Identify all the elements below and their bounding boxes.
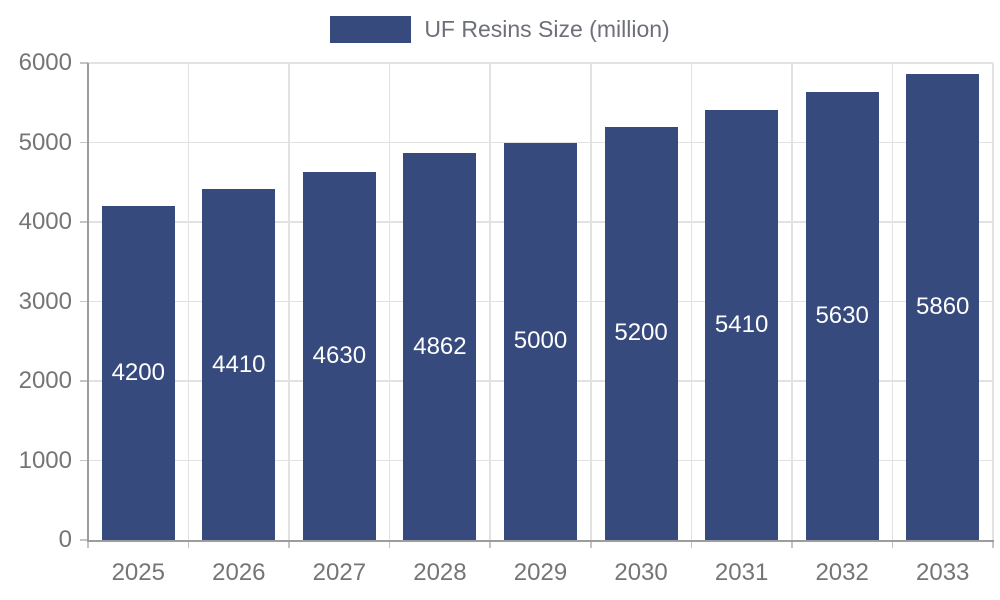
legend-label: UF Resins Size (million) bbox=[424, 16, 670, 42]
gridline-vertical bbox=[187, 63, 190, 540]
gridline-vertical bbox=[388, 63, 391, 540]
bar-value-label: 4862 bbox=[413, 332, 467, 360]
y-axis-label: 1000 bbox=[18, 446, 72, 474]
bar-value-label: 5860 bbox=[916, 293, 970, 321]
x-axis-line bbox=[87, 540, 994, 542]
bar-value-label: 5630 bbox=[815, 302, 869, 330]
bar-value-label: 5410 bbox=[714, 310, 769, 338]
x-axis-tick bbox=[891, 540, 894, 548]
x-axis-tick bbox=[87, 540, 89, 548]
bar-2025[interactable]: 4200 bbox=[101, 206, 175, 540]
gridline-horizontal bbox=[88, 62, 993, 64]
x-axis-tick bbox=[489, 540, 491, 548]
bar-2027[interactable]: 4630 bbox=[302, 171, 376, 540]
x-axis-label: 2029 bbox=[513, 559, 568, 586]
bar-value-label: 4200 bbox=[111, 359, 165, 387]
x-axis-label: 2031 bbox=[714, 559, 769, 586]
gridline-vertical bbox=[791, 63, 793, 540]
bar-2026[interactable]: 4410 bbox=[202, 189, 276, 540]
gridline-vertical bbox=[288, 63, 290, 540]
y-axis-label: 6000 bbox=[18, 49, 72, 76]
y-axis-tick bbox=[80, 380, 88, 382]
gridline-vertical bbox=[992, 63, 994, 540]
y-axis-tick bbox=[80, 300, 88, 303]
bar-value-label: 4410 bbox=[212, 350, 266, 378]
x-axis-tick bbox=[690, 540, 693, 548]
y-axis-tick bbox=[80, 62, 88, 64]
legend-swatch bbox=[330, 16, 412, 43]
x-axis-label: 2026 bbox=[212, 559, 266, 586]
legend[interactable]: UF Resins Size (million) bbox=[0, 16, 1000, 43]
bar-value-label: 5200 bbox=[614, 319, 668, 347]
x-axis-tick bbox=[590, 540, 592, 548]
bar-value-label: 4630 bbox=[312, 341, 367, 369]
x-axis-tick bbox=[388, 540, 391, 548]
x-axis-label: 2032 bbox=[815, 559, 869, 586]
x-axis-tick bbox=[288, 540, 290, 548]
gridline-vertical bbox=[690, 63, 693, 540]
bar-2031[interactable]: 5410 bbox=[705, 109, 779, 540]
bar-2032[interactable]: 5630 bbox=[805, 92, 879, 540]
x-axis-tick bbox=[791, 540, 793, 548]
y-axis-label: 0 bbox=[58, 526, 72, 553]
bar-2030[interactable]: 5200 bbox=[604, 126, 678, 540]
gridline-vertical bbox=[891, 63, 894, 540]
x-axis-label: 2028 bbox=[413, 559, 467, 586]
x-axis-tick bbox=[187, 540, 190, 548]
y-axis-label: 2000 bbox=[18, 367, 72, 394]
x-axis-label: 2030 bbox=[614, 559, 668, 586]
y-axis-label: 5000 bbox=[18, 128, 72, 156]
y-axis-tick bbox=[80, 539, 88, 541]
gridline-vertical bbox=[489, 63, 491, 540]
y-axis-tick bbox=[80, 221, 88, 223]
y-axis-line bbox=[87, 63, 89, 540]
bar-2029[interactable]: 5000 bbox=[504, 142, 577, 540]
y-axis-tick bbox=[80, 141, 88, 144]
y-axis-label: 4000 bbox=[18, 208, 72, 235]
bar-2033[interactable]: 5860 bbox=[906, 74, 980, 540]
x-axis-label: 2033 bbox=[916, 559, 970, 586]
bar-2028[interactable]: 4862 bbox=[403, 153, 477, 540]
x-axis-label: 2027 bbox=[312, 559, 367, 586]
y-axis-label: 3000 bbox=[18, 287, 72, 315]
bar-value-label: 5000 bbox=[513, 327, 568, 355]
x-axis-label: 2025 bbox=[111, 559, 165, 586]
y-axis-tick bbox=[80, 459, 88, 462]
x-axis-tick bbox=[992, 540, 994, 548]
gridline-vertical bbox=[590, 63, 592, 540]
